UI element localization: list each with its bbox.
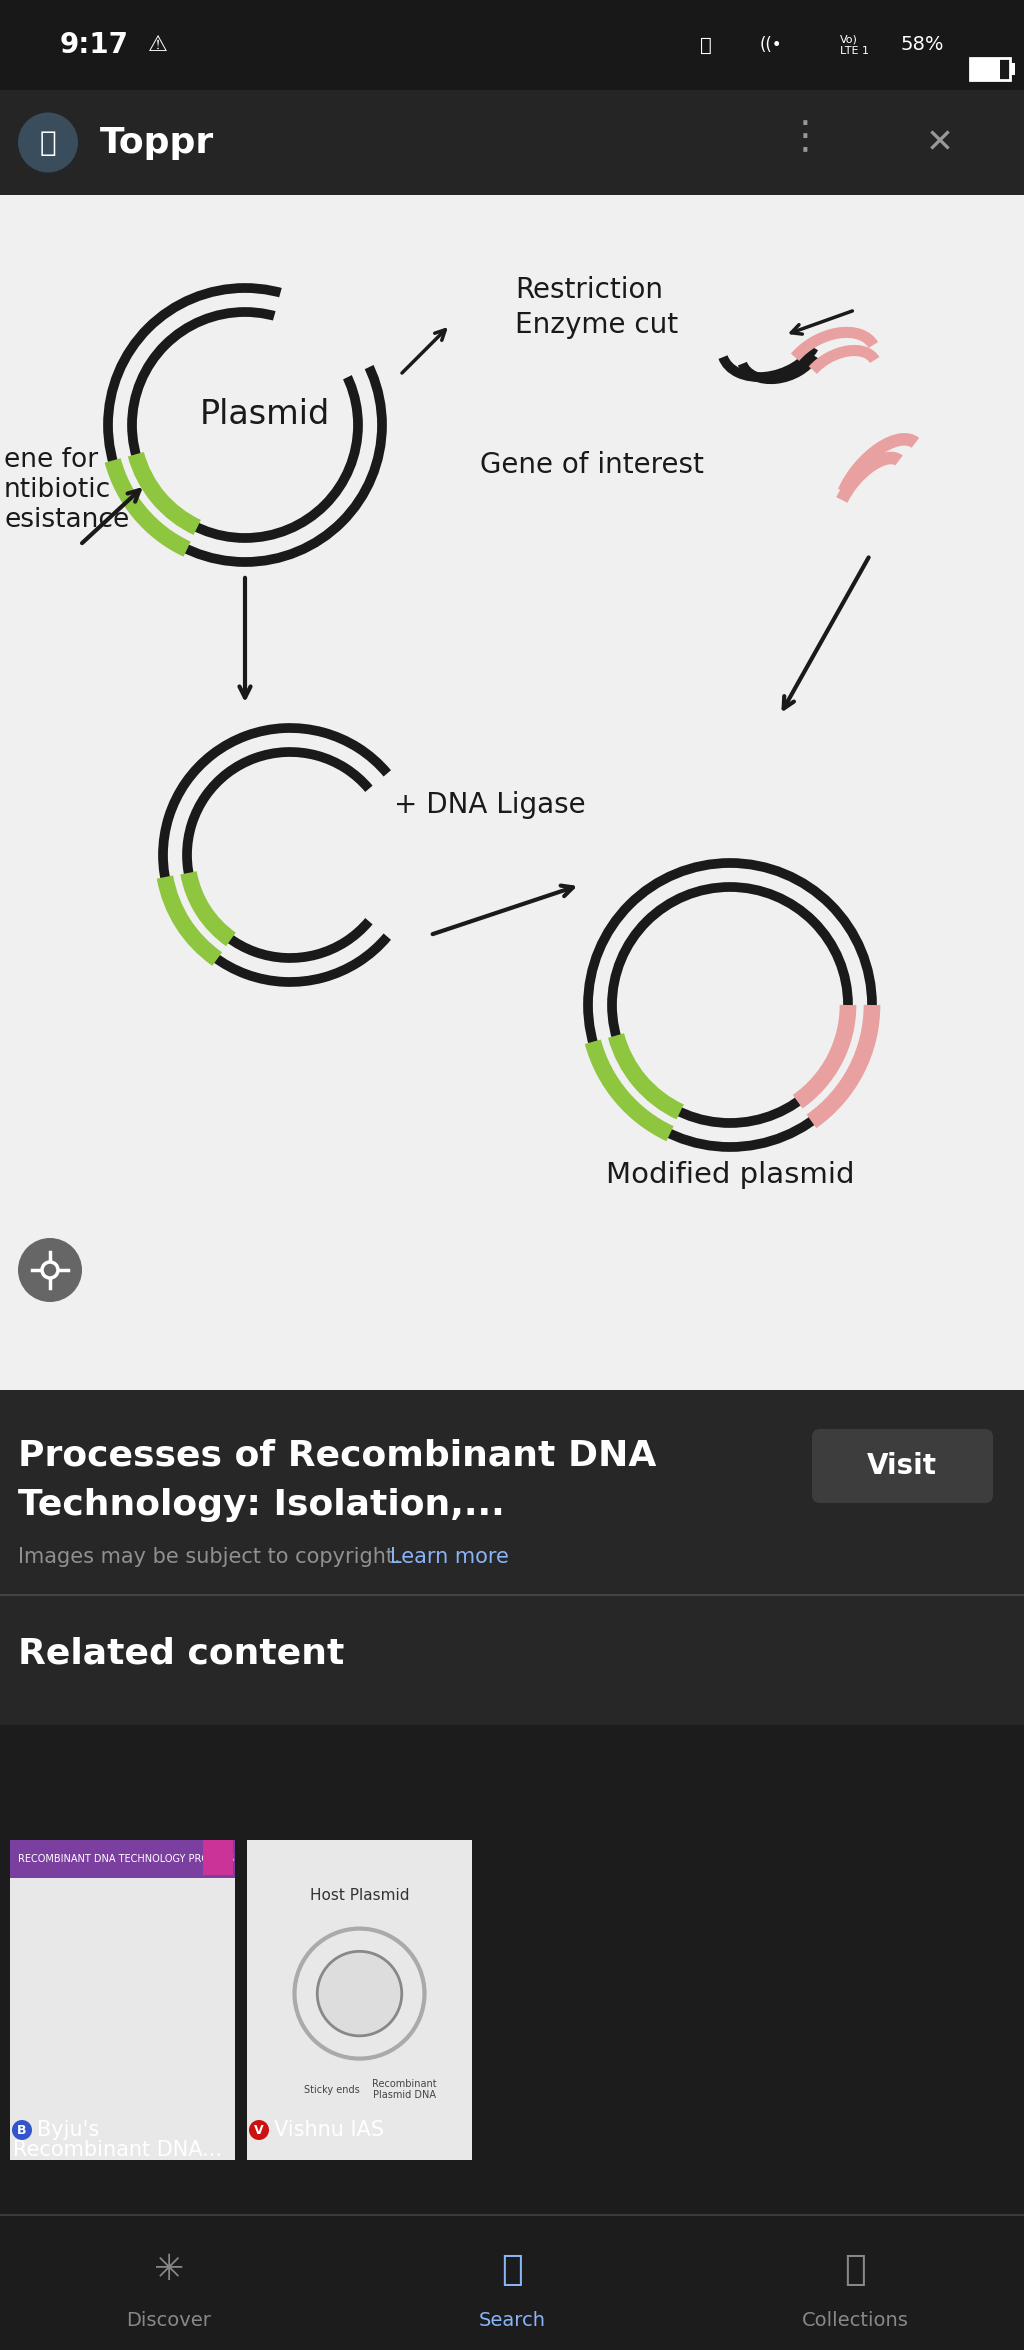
Text: Enzyme cut: Enzyme cut xyxy=(515,310,678,338)
Bar xyxy=(0,0,1024,89)
Text: V: V xyxy=(254,2124,264,2136)
Bar xyxy=(0,2216,1024,2350)
Text: Technology: Isolation,...: Technology: Isolation,... xyxy=(18,1488,505,1523)
Text: ✳: ✳ xyxy=(154,2254,184,2287)
Text: Processes of Recombinant DNA: Processes of Recombinant DNA xyxy=(18,1438,656,1471)
Text: 🔔: 🔔 xyxy=(700,35,712,54)
Text: 🌐: 🌐 xyxy=(40,129,56,157)
Text: ene for: ene for xyxy=(4,446,98,472)
Circle shape xyxy=(18,1238,82,1302)
Text: 9:17: 9:17 xyxy=(60,31,129,59)
Text: Modified plasmid: Modified plasmid xyxy=(606,1161,854,1189)
Bar xyxy=(10,1840,234,2160)
Text: ✕: ✕ xyxy=(926,127,954,160)
Text: RECOMBINANT DNA TECHNOLOGY PROCESS: RECOMBINANT DNA TECHNOLOGY PROCESS xyxy=(18,1854,234,1864)
Text: Collections: Collections xyxy=(802,2310,908,2329)
Text: ⋮: ⋮ xyxy=(785,118,824,157)
Bar xyxy=(247,1840,472,2160)
Text: Vo)
LTE 1: Vo) LTE 1 xyxy=(840,35,869,56)
Bar xyxy=(0,89,1024,195)
FancyBboxPatch shape xyxy=(812,1429,993,1504)
Bar xyxy=(970,59,1010,80)
Text: ⚠: ⚠ xyxy=(148,35,168,54)
Bar xyxy=(1010,63,1015,75)
Text: ((•: ((• xyxy=(760,35,782,54)
Text: Sticky ends: Sticky ends xyxy=(304,2084,359,2094)
Circle shape xyxy=(317,1950,401,2035)
Text: Recombinant
Plasmid DNA: Recombinant Plasmid DNA xyxy=(372,2080,437,2101)
Text: Toppr: Toppr xyxy=(100,125,214,160)
Circle shape xyxy=(249,2120,269,2141)
Text: Learn more: Learn more xyxy=(390,1546,509,1567)
Bar xyxy=(0,1725,1024,2216)
Bar xyxy=(0,195,1024,1389)
Text: Related content: Related content xyxy=(18,1636,344,1671)
Text: esistance: esistance xyxy=(4,508,129,533)
Text: + DNA Ligase: + DNA Ligase xyxy=(394,792,586,820)
Text: Restriction: Restriction xyxy=(515,275,663,303)
Circle shape xyxy=(12,2120,32,2141)
Text: Recombinant DNA...: Recombinant DNA... xyxy=(13,2141,222,2160)
Bar xyxy=(203,1840,233,1875)
Text: Discover: Discover xyxy=(127,2310,211,2329)
Text: Host Plasmid: Host Plasmid xyxy=(309,1887,410,1904)
Text: B: B xyxy=(17,2124,27,2136)
Text: Visit: Visit xyxy=(867,1452,937,1480)
Text: ⌕: ⌕ xyxy=(501,2254,523,2287)
Bar xyxy=(970,59,1000,80)
Bar xyxy=(0,1389,1024,1725)
Bar xyxy=(10,1840,234,1878)
Circle shape xyxy=(18,113,78,172)
Text: ntibiotic: ntibiotic xyxy=(4,477,112,503)
Text: Gene of interest: Gene of interest xyxy=(480,451,703,479)
Text: Search: Search xyxy=(478,2310,546,2329)
Text: Images may be subject to copyright.: Images may be subject to copyright. xyxy=(18,1546,400,1567)
Text: Plasmid: Plasmid xyxy=(200,400,330,432)
Text: Byju's: Byju's xyxy=(37,2120,99,2141)
Text: 58%: 58% xyxy=(900,35,943,54)
Text: ⧉: ⧉ xyxy=(844,2254,866,2287)
Text: Vishnu IAS: Vishnu IAS xyxy=(274,2120,384,2141)
